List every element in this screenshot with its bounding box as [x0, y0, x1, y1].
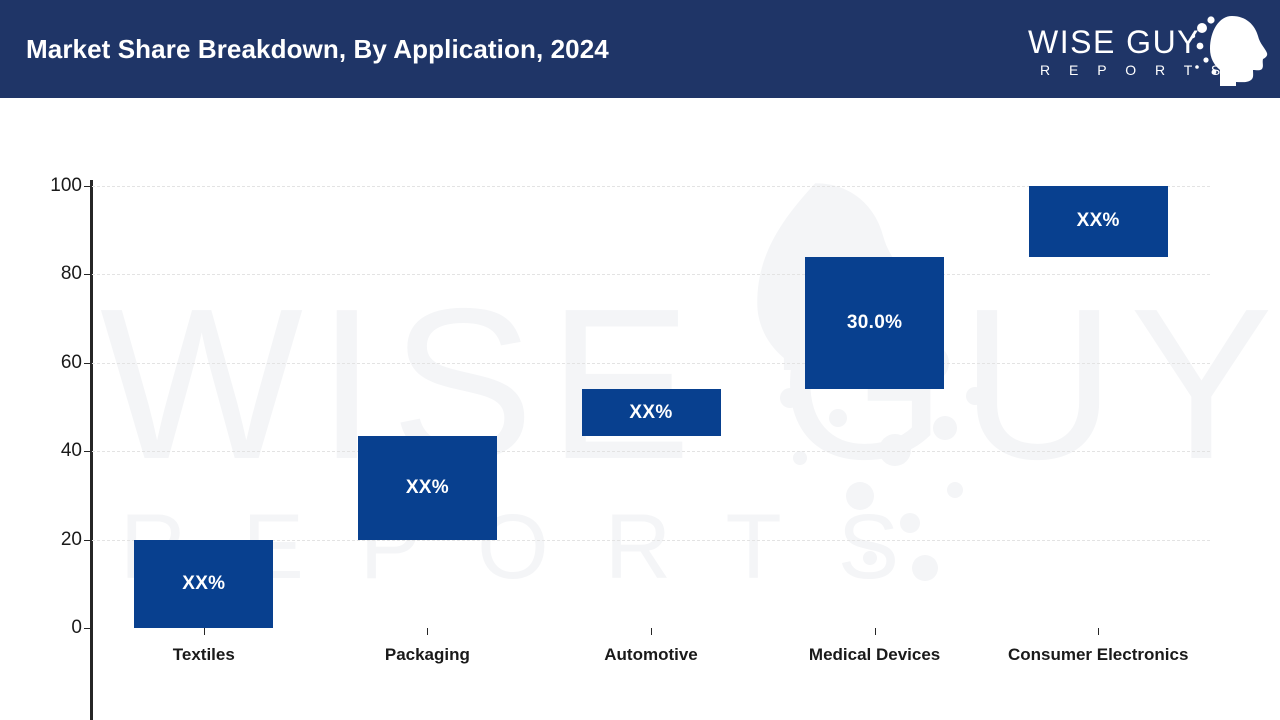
- head-profile-dots-icon: [1192, 16, 1268, 86]
- x-tick-mark: [874, 628, 876, 635]
- y-axis-tick-labels: 0 20 40 60 80 100: [34, 175, 82, 638]
- x-tick-mark: [427, 628, 429, 635]
- gridline: [92, 274, 1210, 276]
- page-header: Market Share Breakdown, By Application, …: [0, 0, 1280, 98]
- x-axis-label-automotive: Automotive: [604, 645, 698, 664]
- y-tick-mark: [84, 628, 92, 629]
- bar-value-label: XX%: [182, 572, 226, 594]
- bar-value-label: 30.0%: [846, 312, 903, 334]
- bar-textiles[interactable]: XX%: [134, 539, 274, 628]
- y-tick-label: 100: [50, 175, 82, 196]
- x-tick-mark: [651, 628, 652, 635]
- chart-canvas: WISE GUY REPORTS 0 20 40 60 80 100 XX% XX% XX% 3…: [0, 98, 1280, 720]
- y-tick-mark: [84, 451, 92, 453]
- bar-value-label: XX%: [1076, 210, 1120, 232]
- bar-medical-devices[interactable]: 30.0%: [805, 256, 945, 390]
- bar-consumer-electronics[interactable]: XX%: [1028, 186, 1168, 257]
- y-axis-line: [90, 180, 93, 720]
- x-axis-label-packaging: Packaging: [384, 645, 470, 664]
- gridline: [92, 362, 1210, 364]
- gridline: [92, 451, 1210, 453]
- y-tick-label: 40: [60, 440, 82, 462]
- y-tick-label: 20: [60, 528, 82, 550]
- logo-subtext: R E P O R T S: [1040, 62, 1228, 78]
- x-axis-label-medical-devices: Medical Devices: [808, 645, 941, 664]
- y-tick-label: 0: [71, 617, 82, 638]
- y-tick-label: 80: [60, 263, 82, 285]
- gridline: [92, 186, 1210, 187]
- y-tick-mark: [84, 362, 92, 364]
- x-axis-labels: Textiles Packaging Automotive Medical Devic…: [92, 636, 1210, 716]
- x-axis-label-consumer-electronics: Consumer Electronics: [1007, 645, 1189, 664]
- gridlines: [84, 186, 1210, 629]
- y-tick-mark: [84, 186, 92, 187]
- y-tick-mark: [84, 274, 92, 276]
- bar-automotive[interactable]: XX%: [581, 389, 721, 436]
- x-tick-mark: [203, 628, 205, 635]
- page-title: Market Share Breakdown, By Application, …: [26, 34, 609, 64]
- bar-value-label: XX%: [405, 476, 449, 498]
- brand-logo: WISE GUY R E P O R T S: [1020, 10, 1272, 88]
- bar-packaging[interactable]: XX%: [357, 435, 497, 540]
- x-tick-mark: [1098, 628, 1100, 635]
- y-tick-label: 60: [60, 351, 82, 373]
- gridline: [92, 539, 1210, 541]
- x-axis-ticks: [92, 628, 1210, 636]
- bar-value-label: XX%: [629, 401, 673, 423]
- bar-series: XX% XX% XX% 30.0% XX%: [92, 186, 1210, 628]
- x-axis-label-textiles: Textiles: [172, 645, 235, 664]
- y-tick-mark: [84, 539, 92, 541]
- logo-wordmark: WISE GUY: [1028, 24, 1201, 60]
